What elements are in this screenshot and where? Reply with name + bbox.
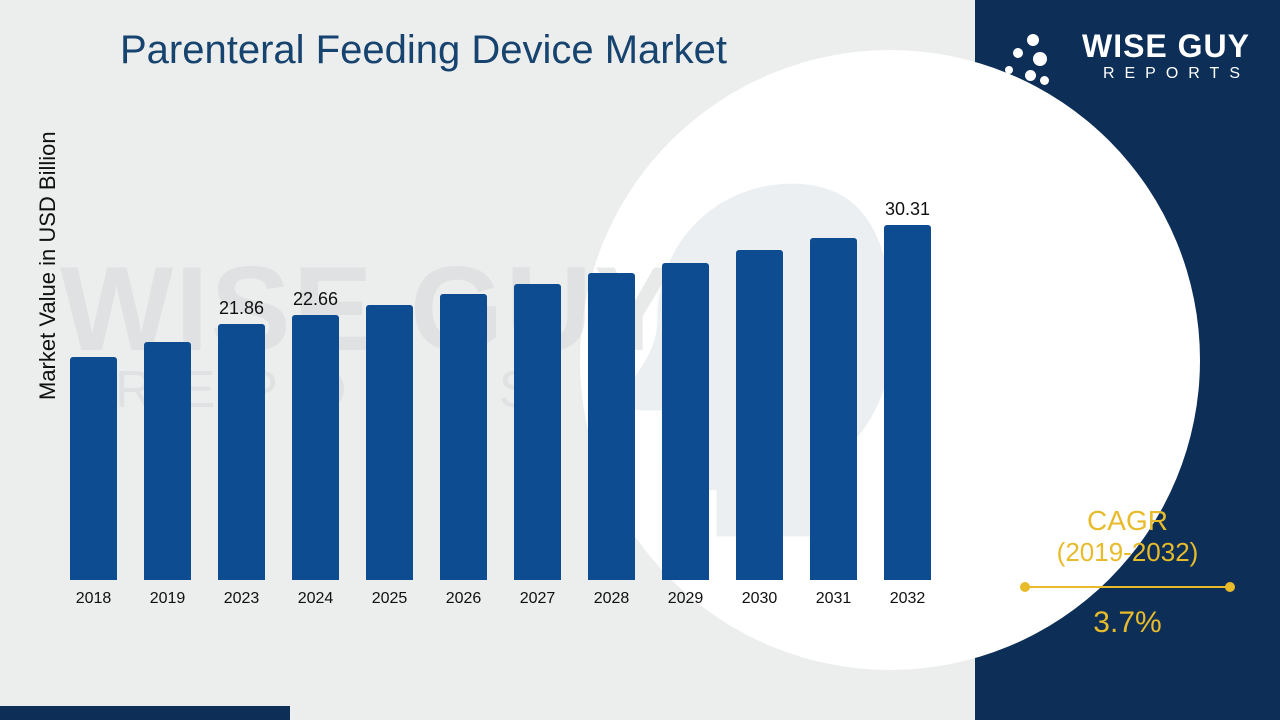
- bar-rect: [144, 342, 191, 580]
- bar-chart: 2018201921.86202322.66202420252026202720…: [70, 170, 960, 615]
- bar-rect: [884, 225, 931, 580]
- bar-2030: 2030: [736, 250, 783, 580]
- bar-2019: 2019: [144, 342, 191, 580]
- bar-2029: 2029: [662, 263, 709, 580]
- bar-rect: [70, 357, 117, 580]
- x-tick-label: 2024: [292, 590, 339, 608]
- brand-logo: WISE GUY REPORTS: [1082, 30, 1250, 82]
- x-tick-label: 2019: [144, 590, 191, 608]
- y-axis-label: Market Value in USD Billion: [35, 131, 61, 400]
- bar-rect: [736, 250, 783, 580]
- x-tick-label: 2018: [70, 590, 117, 608]
- bar-2024: 22.662024: [292, 315, 339, 580]
- x-tick-label: 2032: [884, 590, 931, 608]
- bar-2026: 2026: [440, 294, 487, 580]
- cagr-label: CAGR: [1015, 505, 1240, 537]
- x-tick-label: 2027: [514, 590, 561, 608]
- bar-rect: [514, 284, 561, 580]
- x-tick-label: 2023: [218, 590, 265, 608]
- bar-rect: [662, 263, 709, 580]
- cagr-value: 3.7%: [1015, 606, 1240, 640]
- x-tick-label: 2028: [588, 590, 635, 608]
- cagr-block: CAGR (2019-2032) 3.7%: [1015, 505, 1240, 640]
- bar-value-label: 30.31: [885, 199, 930, 220]
- bar-2025: 2025: [366, 305, 413, 580]
- brand-name: WISE GUY: [1082, 30, 1250, 64]
- bar-rect: [292, 315, 339, 580]
- bar-rect: [440, 294, 487, 580]
- x-tick-label: 2030: [736, 590, 783, 608]
- bar-2023: 21.862023: [218, 324, 265, 580]
- bar-value-label: 21.86: [219, 298, 264, 319]
- bar-2018: 2018: [70, 357, 117, 580]
- bar-rect: [218, 324, 265, 580]
- footer-accent-bar: [0, 706, 290, 720]
- x-tick-label: 2025: [366, 590, 413, 608]
- chart-title: Parenteral Feeding Device Market: [120, 28, 727, 73]
- bar-2028: 2028: [588, 273, 635, 580]
- cagr-divider: [1025, 586, 1230, 588]
- brand-dots-icon: [985, 28, 1055, 118]
- bar-2031: 2031: [810, 238, 857, 580]
- x-tick-label: 2031: [810, 590, 857, 608]
- bar-2032: 30.312032: [884, 225, 931, 580]
- cagr-range: (2019-2032): [1015, 537, 1240, 568]
- x-tick-label: 2029: [662, 590, 709, 608]
- bar-rect: [366, 305, 413, 580]
- bar-value-label: 22.66: [293, 289, 338, 310]
- bar-2027: 2027: [514, 284, 561, 580]
- brand-subtitle: REPORTS: [1082, 66, 1250, 83]
- x-tick-label: 2026: [440, 590, 487, 608]
- bar-rect: [810, 238, 857, 580]
- bar-rect: [588, 273, 635, 580]
